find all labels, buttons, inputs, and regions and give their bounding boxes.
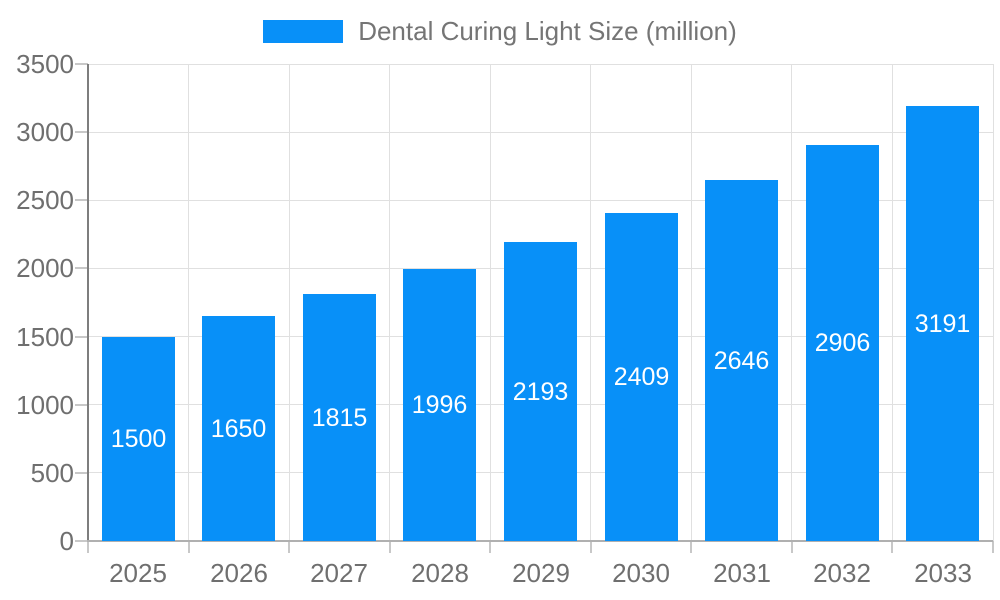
y-tick-label: 500 (30, 457, 74, 488)
y-tick-label: 2500 (16, 185, 74, 216)
y-axis-tick (75, 403, 88, 406)
x-tick-label: 2027 (310, 558, 368, 588)
x-axis-line (87, 540, 993, 542)
y-axis-tick (75, 540, 88, 542)
bar-value-label: 1650 (210, 415, 267, 443)
y-axis-tick (75, 131, 88, 134)
y-tick-label: 1500 (16, 321, 74, 352)
bar-2025: 1500 (102, 337, 175, 541)
bar-2027: 1815 (303, 294, 376, 541)
v-gridline (288, 64, 290, 541)
x-axis-tick (489, 541, 492, 553)
x-tick-label: 2028 (411, 558, 469, 588)
chart-legend[interactable]: Dental Curing Light Size (million) (0, 17, 1000, 45)
plot-area: 0 500 1000 1500 2000 2500 3000 3500 1500 2025 1650… (16, 49, 994, 588)
bar-2033: 3191 (906, 106, 979, 541)
v-gridline (188, 64, 190, 541)
x-axis-tick (187, 541, 190, 553)
v-gridline (389, 64, 391, 541)
x-axis-tick (388, 541, 391, 553)
v-gridline (690, 64, 692, 541)
bar-value-label: 2409 (613, 363, 670, 391)
y-tick-label: 0 (59, 526, 74, 556)
x-axis-tick (589, 541, 592, 553)
x-tick-label: 2033 (914, 558, 972, 588)
bar-2032: 2906 (806, 145, 879, 541)
y-tick-label: 1000 (16, 389, 74, 420)
y-tick-label: 3000 (16, 117, 74, 148)
y-axis-tick (75, 267, 88, 270)
x-axis-tick (87, 541, 89, 553)
bar-value-label: 1500 (110, 425, 167, 453)
v-gridline (992, 64, 994, 541)
v-gridline (791, 64, 793, 541)
legend-label: Dental Curing Light Size (million) (358, 16, 737, 46)
bar-value-label: 2906 (814, 329, 871, 357)
bar-value-label: 1815 (311, 404, 368, 432)
v-gridline (590, 64, 592, 541)
bar-2029: 2193 (504, 242, 577, 541)
v-gridline (891, 64, 893, 541)
x-axis-tick (992, 541, 994, 553)
y-axis-tick (75, 471, 88, 474)
bar-2026: 1650 (202, 316, 275, 541)
h-gridline (88, 131, 993, 133)
bar-value-label: 3191 (914, 310, 971, 338)
y-axis-tick (75, 335, 88, 338)
x-tick-label: 2029 (512, 558, 570, 588)
y-axis-tick (75, 199, 88, 202)
bar-2031: 2646 (705, 180, 778, 541)
bar-2030: 2409 (605, 213, 678, 541)
x-tick-label: 2031 (713, 558, 771, 588)
x-tick-label: 2025 (109, 558, 167, 588)
bar-value-label: 2193 (512, 378, 569, 406)
legend-swatch (263, 19, 344, 43)
x-axis-tick (288, 541, 291, 553)
y-axis-tick (75, 63, 88, 65)
y-tick-label: 2000 (16, 253, 74, 284)
x-axis-tick (790, 541, 793, 553)
bar-value-label: 2646 (713, 347, 770, 375)
x-axis-tick (690, 541, 693, 553)
x-tick-label: 2026 (210, 558, 268, 588)
h-gridline (88, 63, 993, 65)
bar-2028: 1996 (403, 269, 476, 541)
x-tick-label: 2032 (813, 558, 871, 588)
x-tick-label: 2030 (612, 558, 670, 588)
y-tick-label: 3500 (16, 49, 74, 79)
y-axis-line (87, 64, 89, 541)
bar-value-label: 1996 (411, 391, 468, 419)
v-gridline (489, 64, 491, 541)
h-gridline (88, 199, 993, 201)
x-axis-tick (891, 541, 894, 553)
